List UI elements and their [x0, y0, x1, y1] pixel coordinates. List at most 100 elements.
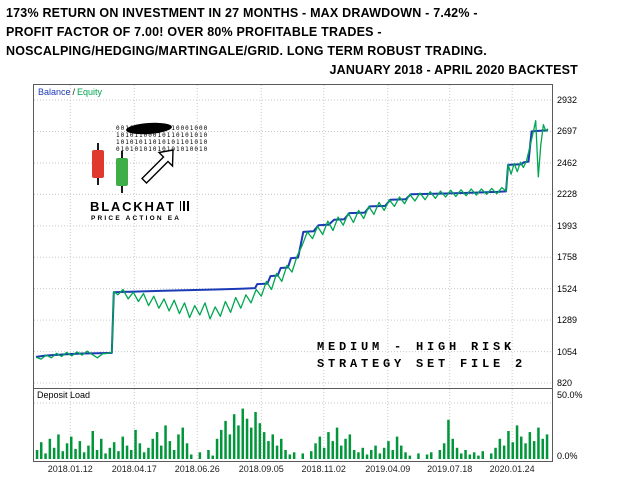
deposit-bar [241, 408, 244, 459]
deposit-bar [245, 418, 249, 459]
deposit-bar [87, 445, 90, 459]
deposit-bar [408, 455, 412, 459]
deposit-bar [361, 447, 364, 459]
deposit-bar [125, 445, 129, 459]
x-axis-label: 2018.04.17 [111, 464, 157, 474]
deposit-bar [481, 451, 484, 459]
deposit-bar [455, 447, 459, 459]
deposit-bar [207, 450, 210, 459]
deposit-bar [220, 429, 223, 459]
deposit-bar [528, 432, 532, 459]
x-axis-label: 2018.09.05 [238, 464, 284, 474]
deposit-bar [357, 452, 360, 459]
y-axis-label: 2228 [557, 189, 578, 200]
deposit-bar [472, 452, 476, 459]
y-axis-label: 1524 [557, 283, 578, 294]
deposit-bar [250, 427, 253, 459]
deposit-bar [515, 425, 519, 459]
header-line-2: PROFIT FACTOR OF 7.00! OVER 80% PROFITAB… [6, 25, 382, 39]
y-axis-label: 2932 [557, 95, 578, 105]
red-candle-icon [92, 143, 104, 185]
deposit-bar [198, 452, 202, 459]
chart-legend: Balance / Equity [38, 87, 102, 97]
deposit-bar [172, 450, 176, 459]
deposit-bar [224, 420, 227, 459]
deposit-bar [400, 445, 403, 459]
deposit-bar [237, 425, 240, 459]
deposit-bar [228, 434, 232, 459]
deposit-bar [70, 436, 73, 459]
deposit-bar [442, 443, 446, 459]
equity-line [35, 119, 549, 360]
deposit-bar [185, 443, 189, 459]
deposit-bar [327, 432, 330, 459]
brand-name: BLACKHAT [90, 199, 176, 214]
annotation-line-2: STRATEGY SET FILE 2 [317, 357, 527, 371]
deposit-bar [160, 445, 163, 459]
deposit-bar [91, 431, 94, 459]
deposit-y-axis-label: 0.0% [557, 451, 578, 461]
deposit-bar [404, 452, 407, 459]
candle-wick [97, 143, 99, 185]
deposit-bar [498, 438, 502, 459]
deposit-bar [322, 447, 326, 459]
deposit-bar [541, 438, 544, 459]
y-axis-label: 2462 [557, 157, 578, 168]
deposit-bar [310, 451, 313, 459]
deposit-bar [292, 452, 296, 459]
deposit-bar [44, 453, 47, 459]
deposit-bar [395, 436, 399, 459]
x-axis-label: 2019.04.09 [365, 464, 411, 474]
balance-line [35, 129, 549, 358]
deposit-bar [520, 436, 523, 459]
deposit-bar [100, 438, 103, 459]
barcode-icon [178, 200, 191, 212]
deposit-bar [545, 434, 549, 459]
deposit-bar [374, 445, 377, 459]
legend-equity: Equity [77, 87, 103, 97]
deposit-bar [147, 447, 150, 459]
deposit-bar [211, 455, 214, 459]
deposit-bar [117, 451, 120, 459]
deposit-bar [155, 432, 159, 459]
deposit-bar [284, 450, 287, 459]
deposit-bar [382, 447, 386, 459]
deposit-bar [318, 436, 322, 459]
deposit-bar [438, 450, 442, 459]
deposit-bar [365, 454, 369, 459]
deposit-bar [502, 445, 506, 459]
deposit-bar [48, 438, 52, 459]
header-line-1: 173% RETURN ON INVESTMENT IN 27 MONTHS -… [6, 6, 478, 20]
deposit-bar [331, 441, 334, 459]
y-axis-label: 1054 [557, 346, 578, 357]
y-axis-label: 820 [557, 378, 573, 388]
deposit-bar [370, 450, 373, 459]
deposit-bar [275, 445, 279, 459]
deposit-bar [57, 434, 60, 459]
header-line-4: JANUARY 2018 - APRIL 2020 BACKTEST [329, 63, 578, 77]
deposit-bar [301, 453, 304, 459]
legend-balance: Balance [38, 87, 71, 97]
deposit-bar [344, 438, 347, 459]
brand-subtitle: PRICE ACTION EA [91, 215, 182, 222]
x-axis-label: 2020.01.24 [489, 464, 535, 474]
deposit-bar [460, 453, 463, 459]
deposit-bar [142, 452, 146, 459]
deposit-bar [417, 453, 420, 459]
deposit-bar [74, 448, 77, 459]
x-axis-label: 2018.06.26 [174, 464, 220, 474]
deposit-bar [52, 447, 56, 459]
y-axis-label: 1758 [557, 252, 578, 263]
deposit-bar [507, 431, 510, 459]
deposit-bar [447, 419, 450, 459]
deposit-bar [262, 432, 266, 459]
deposit-bar [451, 438, 454, 459]
y-axis-label: 1993 [557, 220, 578, 231]
deposit-bar [215, 438, 219, 459]
deposit-bar [494, 447, 497, 459]
deposit-bar [130, 450, 133, 459]
deposit-bar [314, 443, 317, 459]
deposit-bar [78, 441, 82, 459]
chart-frame: Balance/Equity 00100110111010001000 1010… [33, 84, 553, 462]
x-axis-label: 2018.11.02 [301, 464, 346, 474]
